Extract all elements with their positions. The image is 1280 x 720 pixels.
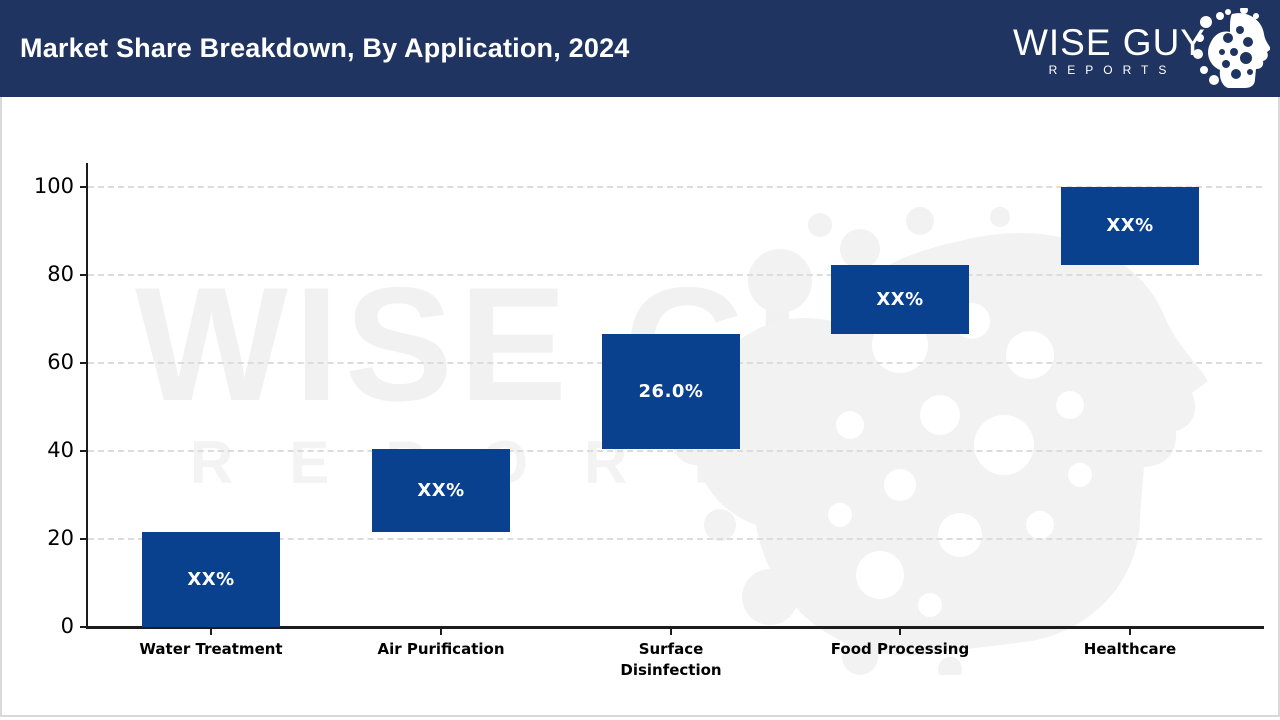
y-tick-label-80: 80 xyxy=(47,262,74,286)
x-tick-mark-2 xyxy=(440,629,442,635)
header-bar: Market Share Breakdown, By Application, … xyxy=(0,0,1280,97)
gridline-80 xyxy=(88,274,1262,276)
x-category-label-4: Food Processing xyxy=(830,640,970,658)
bar-value-label: XX% xyxy=(417,480,465,502)
bar-value-label: XX% xyxy=(187,569,235,591)
x-category-label-1: Water Treatment xyxy=(139,640,283,658)
bar-segment-4: XX% xyxy=(831,264,969,335)
x-tick-mark-3 xyxy=(670,629,672,635)
bar-segment-2: XX% xyxy=(372,448,510,533)
x-category-label-5: Healthcare xyxy=(1083,640,1177,658)
y-tick-label-20: 20 xyxy=(47,526,74,550)
y-tick-mark-0 xyxy=(80,626,88,628)
bar-value-label: XX% xyxy=(1106,215,1154,237)
gridline-100 xyxy=(88,186,1262,188)
x-tick-mark-5 xyxy=(1129,629,1131,635)
x-tick-mark-4 xyxy=(899,629,901,635)
page-title: Market Share Breakdown, By Application, … xyxy=(20,33,630,63)
bar-value-label: 26.0% xyxy=(638,381,704,403)
y-tick-label-0: 0 xyxy=(60,614,74,638)
bar-segment-3: 26.0% xyxy=(602,334,740,449)
bar-segment-1: XX% xyxy=(142,532,280,627)
y-tick-mark-100 xyxy=(80,186,88,188)
bar-segment-5: XX% xyxy=(1061,187,1199,265)
y-tick-mark-20 xyxy=(80,538,88,540)
y-tick-mark-60 xyxy=(80,362,88,364)
y-tick-label-60: 60 xyxy=(47,350,74,374)
logo-face-icon xyxy=(1192,6,1271,92)
logo-wordmark: WISE GUY xyxy=(1012,22,1206,63)
brand-logo: WISE GUY REPORTS xyxy=(1012,6,1271,92)
x-category-label-2: Air Purification xyxy=(377,640,505,658)
y-tick-mark-80 xyxy=(80,274,88,276)
y-tick-label-100: 100 xyxy=(33,174,74,198)
x-axis-line xyxy=(86,626,1264,629)
x-category-label-3: Surface Disinfection xyxy=(620,640,722,679)
y-tick-label-40: 40 xyxy=(47,438,74,462)
x-tick-mark-1 xyxy=(210,629,212,635)
gridline-20 xyxy=(88,538,1262,540)
gridline-40 xyxy=(88,450,1262,452)
logo-subtext: REPORTS xyxy=(1048,63,1177,77)
bar-value-label: XX% xyxy=(876,289,924,311)
y-tick-mark-40 xyxy=(80,450,88,452)
y-axis-line xyxy=(86,163,88,629)
watermark-face-icon xyxy=(644,205,1240,681)
